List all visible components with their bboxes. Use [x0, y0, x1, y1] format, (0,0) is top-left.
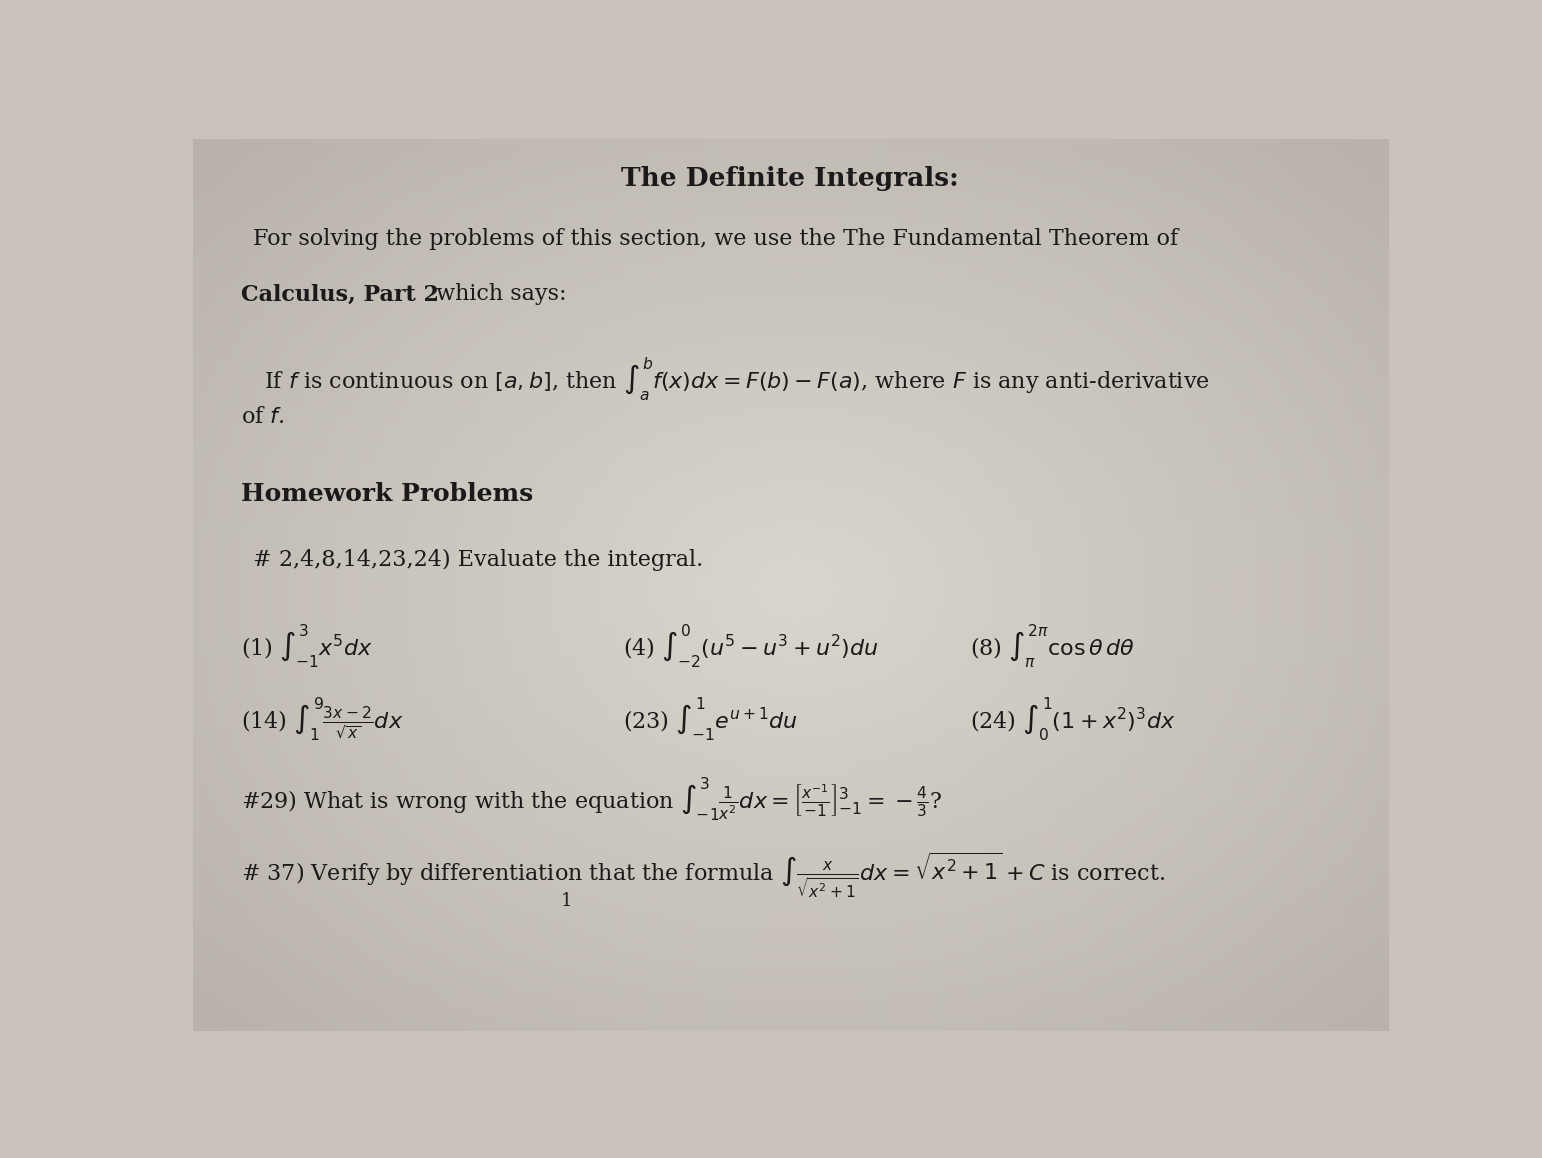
Text: 1: 1 [561, 893, 572, 910]
Text: (1) $\int_{-1}^{3} x^5 dx$: (1) $\int_{-1}^{3} x^5 dx$ [241, 622, 372, 670]
Text: (24) $\int_{0}^{1}(1 + x^2)^3 dx$: (24) $\int_{0}^{1}(1 + x^2)^3 dx$ [970, 695, 1175, 743]
Text: For solving the problems of this section, we use the The Fundamental Theorem of: For solving the problems of this section… [253, 228, 1178, 250]
Text: #29) What is wrong with the equation $\int_{-1}^{3} \frac{1}{x^2}dx = \left[\fra: #29) What is wrong with the equation $\i… [241, 776, 942, 823]
Text: (23) $\int_{-1}^{1} e^{u+1}du$: (23) $\int_{-1}^{1} e^{u+1}du$ [623, 695, 799, 743]
Text: # 37) Verify by differentiation that the formula $\int \frac{x}{\sqrt{x^2+1}}dx : # 37) Verify by differentiation that the… [241, 851, 1164, 901]
Text: of $f$.: of $f$. [241, 406, 284, 428]
Text: (8) $\int_{\pi}^{2\pi} \cos\theta\, d\theta$: (8) $\int_{\pi}^{2\pi} \cos\theta\, d\th… [970, 622, 1135, 670]
Text: The Definite Integrals:: The Definite Integrals: [621, 166, 959, 191]
Text: which says:: which says: [429, 284, 567, 306]
Text: If $f$ is continuous on $[a, b]$, then $\int_a^b f(x)dx = F(b) - F(a)$, where $F: If $f$ is continuous on $[a, b]$, then $… [265, 354, 1210, 403]
Text: (4) $\int_{-2}^{0}(u^5 - u^3 + u^2)du$: (4) $\int_{-2}^{0}(u^5 - u^3 + u^2)du$ [623, 622, 879, 670]
Text: Homework Problems: Homework Problems [241, 482, 534, 506]
Text: Calculus, Part 2: Calculus, Part 2 [241, 284, 438, 306]
Text: (14) $\int_{1}^{9} \frac{3x-2}{\sqrt{x}}dx$: (14) $\int_{1}^{9} \frac{3x-2}{\sqrt{x}}… [241, 695, 402, 743]
Text: # 2,4,8,14,23,24) Evaluate the integral.: # 2,4,8,14,23,24) Evaluate the integral. [253, 549, 703, 571]
